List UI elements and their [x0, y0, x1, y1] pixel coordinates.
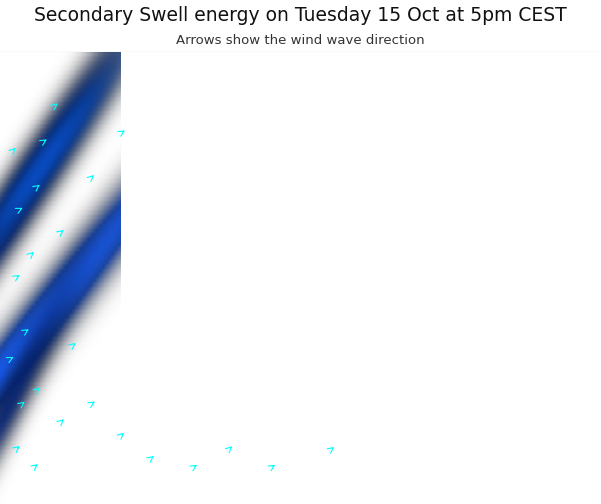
Text: Secondary Swell energy on Tuesday 15 Oct at 5pm CEST: Secondary Swell energy on Tuesday 15 Oct… [34, 6, 567, 25]
Text: Arrows show the wind wave direction: Arrows show the wind wave direction [176, 34, 425, 47]
